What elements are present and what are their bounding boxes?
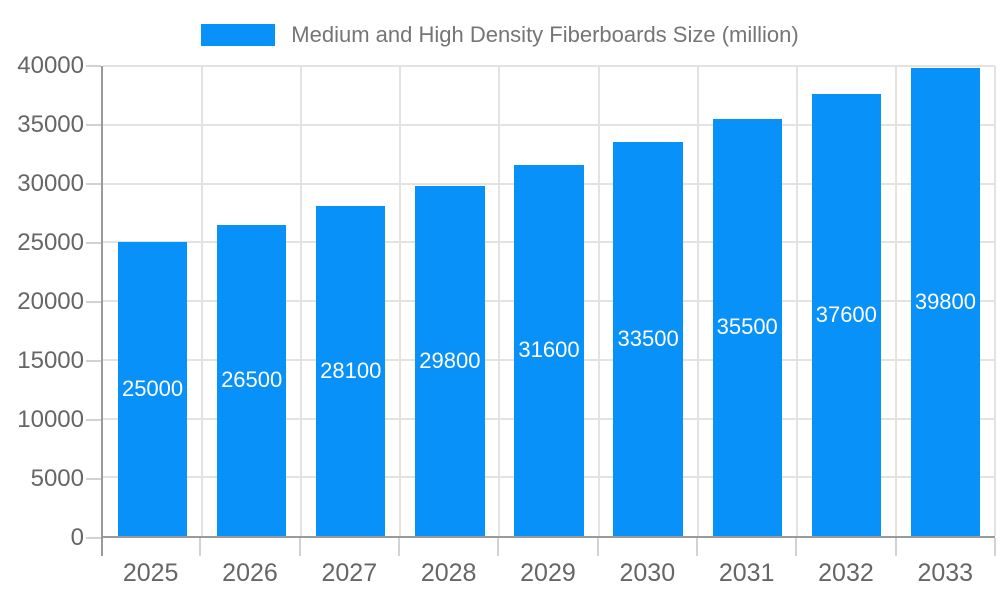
v-gridline [201, 66, 204, 536]
x-tick-mark [994, 538, 996, 556]
y-tick-label: 40000 [17, 52, 84, 79]
category-band: 25000 [103, 66, 202, 536]
x-tick-label: 2032 [818, 558, 874, 587]
y-tick-label: 15000 [17, 347, 84, 374]
v-gridline [994, 66, 996, 536]
x-tick-label: 2028 [420, 558, 477, 587]
plot-area: 25000 26500 28100 29800 31600 33500 35500 37600… [101, 65, 996, 538]
bar-value-label: 33500 [617, 326, 679, 352]
bar-2028[interactable]: 29800 [415, 185, 485, 536]
category-band: 37600 [797, 66, 896, 536]
bar-value-label: 37600 [815, 302, 877, 328]
bar-value-label: 29800 [419, 347, 481, 373]
y-tick-label: 30000 [17, 170, 84, 197]
x-tick-label: 2030 [619, 558, 676, 587]
y-tick-label: 5000 [30, 465, 84, 492]
y-tick-mark [86, 537, 101, 539]
bar-value-label: 31600 [518, 337, 580, 363]
x-tick-mark [795, 538, 798, 556]
legend[interactable]: Medium and High Density Fiberboards Size… [0, 20, 1000, 50]
category-band: 31600 [499, 66, 598, 536]
bar-2031[interactable]: 35500 [712, 118, 782, 536]
x-tick-mark [596, 538, 599, 556]
y-tick-label: 0 [70, 524, 84, 551]
y-tick-label: 10000 [17, 406, 84, 433]
category-band: 28100 [301, 66, 400, 536]
x-tick-mark [199, 538, 202, 556]
x-tick-mark [894, 538, 897, 556]
x-tick-mark [298, 538, 301, 556]
category-band: 29800 [400, 66, 499, 536]
y-axis-tick-marks [86, 65, 101, 539]
x-tick-mark [397, 538, 400, 556]
v-gridline [597, 66, 600, 536]
x-axis-labels: 2025 2026 2027 2028 2029 2030 2031 2032 2033 [101, 556, 995, 590]
v-gridline [399, 66, 402, 536]
bar-2030[interactable]: 33500 [613, 142, 683, 536]
y-tick-mark [86, 301, 101, 303]
y-tick-label: 25000 [17, 229, 84, 256]
bar-2025[interactable]: 25000 [117, 242, 188, 536]
bar-2032[interactable]: 37600 [811, 94, 881, 536]
y-tick-mark [86, 478, 101, 480]
bar-2029[interactable]: 31600 [514, 164, 584, 536]
y-axis-labels: 0 5000 10000 15000 20000 25000 30000 35000 40000 [0, 52, 84, 551]
y-tick-mark [86, 183, 101, 185]
v-gridline [696, 66, 699, 536]
y-tick-mark [86, 124, 101, 126]
h-gridline [103, 123, 995, 126]
legend-swatch-icon[interactable] [201, 24, 276, 46]
x-tick-label: 2026 [222, 558, 278, 587]
x-tick-label: 2033 [917, 558, 974, 587]
h-gridline [103, 65, 995, 67]
bar-value-label: 28100 [320, 357, 382, 383]
v-gridline [300, 66, 303, 536]
x-tick-mark [695, 538, 698, 556]
bar-value-label: 25000 [121, 376, 184, 402]
bar-2026[interactable]: 26500 [216, 224, 287, 536]
bar-value-label: 26500 [221, 367, 283, 393]
legend-label: Medium and High Density Fiberboards Size… [291, 22, 799, 47]
y-tick-mark [86, 419, 101, 421]
y-tick-label: 35000 [17, 111, 84, 138]
y-axis-extension [101, 538, 103, 556]
y-tick-mark [86, 242, 101, 244]
v-gridline [894, 66, 897, 536]
y-tick-label: 20000 [17, 288, 84, 315]
x-tick-label: 2029 [520, 558, 576, 587]
v-gridline [498, 66, 501, 536]
y-tick-mark [86, 65, 101, 67]
category-band: 33500 [599, 66, 698, 536]
x-tick-label: 2027 [321, 558, 378, 587]
category-band: 35500 [698, 66, 797, 536]
v-gridline [795, 66, 798, 536]
bar-value-label: 35500 [716, 314, 778, 340]
category-band: 26500 [202, 66, 301, 536]
category-band: 39800 [896, 66, 995, 536]
bar-value-label: 39800 [914, 289, 977, 315]
x-tick-label: 2025 [122, 558, 179, 587]
y-tick-mark [86, 360, 101, 362]
x-tick-label: 2031 [718, 558, 775, 587]
bar-2033[interactable]: 39800 [910, 68, 981, 536]
bar-2027[interactable]: 28100 [316, 205, 386, 536]
x-tick-mark [497, 538, 500, 556]
x-axis-tick-marks [101, 538, 996, 556]
